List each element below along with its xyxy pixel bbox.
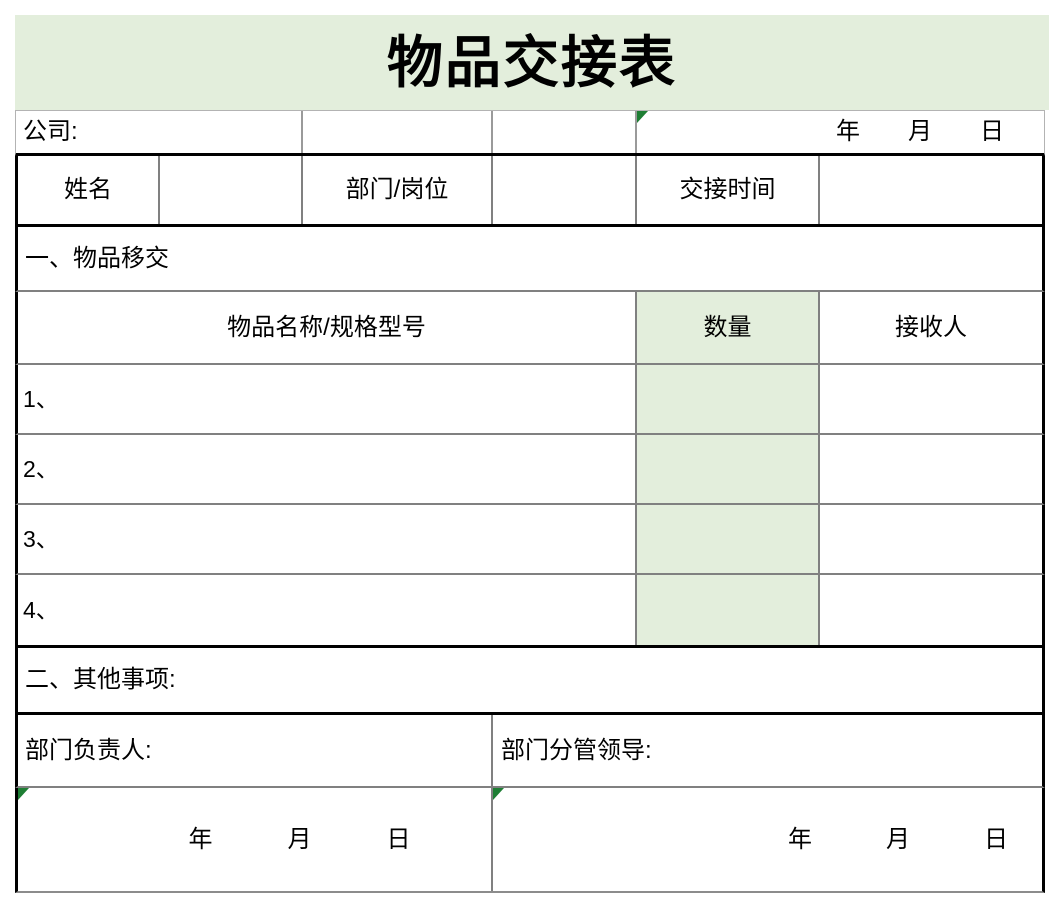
title-banner: 物品交接表 bbox=[15, 15, 1049, 110]
name-label-cell: 姓名 bbox=[18, 156, 160, 224]
header-date-cell[interactable]: 年 月 日 bbox=[637, 111, 1044, 153]
section2-heading-row: 二、其他事项: bbox=[15, 648, 1045, 715]
leader-date-group: 年 月 日 bbox=[493, 788, 1042, 891]
time-label: 交接时间 bbox=[679, 176, 776, 203]
item-row-2: 2、 bbox=[15, 435, 1045, 505]
section1-heading-row: 一、物品移交 bbox=[15, 227, 1045, 292]
signature-date-row: 年 月 日 年 月 日 bbox=[15, 788, 1045, 893]
item-row-3: 3、 bbox=[15, 505, 1045, 575]
manager-label: 部门负责人: bbox=[25, 736, 152, 764]
time-label-cell: 交接时间 bbox=[637, 156, 820, 224]
year-label: 年 bbox=[788, 825, 812, 853]
section1-heading-cell: 一、物品移交 bbox=[18, 227, 1042, 290]
item-no: 3、 bbox=[23, 525, 59, 552]
leader-label-cell[interactable]: 部门分管领导: bbox=[493, 715, 1042, 786]
dept-label-cell: 部门/岗位 bbox=[303, 156, 493, 224]
time-value-cell[interactable] bbox=[820, 156, 1042, 224]
company-extra-cell-2[interactable] bbox=[493, 111, 637, 153]
dept-value-cell[interactable] bbox=[493, 156, 637, 224]
company-label: 公司: bbox=[23, 118, 78, 145]
item-no: 1、 bbox=[23, 385, 59, 412]
qty-col-header: 数量 bbox=[637, 292, 820, 363]
item-receiver-cell[interactable] bbox=[820, 575, 1042, 645]
section1-heading: 一、物品移交 bbox=[25, 244, 169, 272]
item-name-col-header: 物品名称/规格型号 bbox=[18, 292, 637, 363]
item-name-cell[interactable]: 3、 bbox=[18, 505, 637, 573]
page-title: 物品交接表 bbox=[387, 30, 677, 94]
corner-flag-icon bbox=[493, 788, 504, 800]
corner-flag-icon bbox=[637, 111, 648, 123]
year-label: 年 bbox=[188, 825, 213, 853]
manager-date-cell[interactable]: 年 月 日 bbox=[18, 788, 493, 891]
day-label: 日 bbox=[386, 825, 411, 853]
leader-date-cell[interactable]: 年 月 日 bbox=[493, 788, 1042, 891]
day-label: 日 bbox=[980, 118, 1004, 145]
month-label: 月 bbox=[287, 825, 312, 853]
item-name-cell[interactable]: 1、 bbox=[18, 365, 637, 433]
section2-heading: 二、其他事项: bbox=[25, 666, 176, 693]
item-qty-cell[interactable] bbox=[637, 435, 820, 503]
company-row: 公司: 年 月 日 bbox=[15, 110, 1045, 156]
item-no: 2、 bbox=[23, 455, 59, 482]
dept-label: 部门/岗位 bbox=[345, 176, 449, 203]
manager-date-group: 年 月 日 bbox=[18, 788, 491, 891]
item-receiver-cell[interactable] bbox=[820, 435, 1042, 503]
item-row-4: 4、 bbox=[15, 575, 1045, 648]
corner-flag-icon bbox=[18, 788, 29, 800]
day-label: 日 bbox=[984, 825, 1008, 853]
name-value-cell[interactable] bbox=[160, 156, 303, 224]
item-receiver-cell[interactable] bbox=[820, 505, 1042, 573]
handover-form: 公司: 年 月 日 姓名 bbox=[15, 110, 1045, 893]
name-label: 姓名 bbox=[64, 176, 112, 203]
section2-heading-cell[interactable]: 二、其他事项: bbox=[18, 648, 1042, 712]
item-row-1: 1、 bbox=[15, 365, 1045, 435]
item-no: 4、 bbox=[23, 596, 59, 623]
company-extra-cell-1[interactable] bbox=[303, 111, 493, 153]
year-label: 年 bbox=[836, 118, 860, 145]
month-label: 月 bbox=[886, 825, 910, 853]
manager-label-cell[interactable]: 部门负责人: bbox=[18, 715, 493, 786]
leader-label: 部门分管领导: bbox=[501, 736, 652, 764]
item-qty-cell[interactable] bbox=[637, 505, 820, 573]
items-header-row: 物品名称/规格型号 数量 接收人 bbox=[15, 292, 1045, 365]
month-label: 月 bbox=[908, 118, 932, 145]
receiver-col-header: 接收人 bbox=[895, 313, 967, 341]
item-qty-cell[interactable] bbox=[637, 575, 820, 645]
item-qty-cell[interactable] bbox=[637, 365, 820, 433]
header-date-group: 年 月 日 bbox=[637, 111, 1044, 153]
info-row: 姓名 部门/岗位 交接时间 bbox=[15, 156, 1045, 227]
company-label-cell: 公司: bbox=[16, 111, 303, 153]
item-name-cell[interactable]: 2、 bbox=[18, 435, 637, 503]
item-receiver-cell[interactable] bbox=[820, 365, 1042, 433]
item-name-cell[interactable]: 4、 bbox=[18, 575, 637, 645]
signature-row: 部门负责人: 部门分管领导: bbox=[15, 715, 1045, 788]
